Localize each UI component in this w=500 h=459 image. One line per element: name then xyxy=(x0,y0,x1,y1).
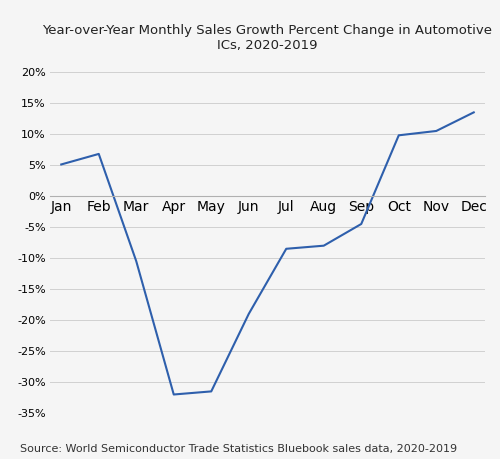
Title: Year-over-Year Monthly Sales Growth Percent Change in Automotive
ICs, 2020-2019: Year-over-Year Monthly Sales Growth Perc… xyxy=(42,23,492,51)
Text: Source: World Semiconductor Trade Statistics Bluebook sales data, 2020-2019: Source: World Semiconductor Trade Statis… xyxy=(20,444,457,454)
